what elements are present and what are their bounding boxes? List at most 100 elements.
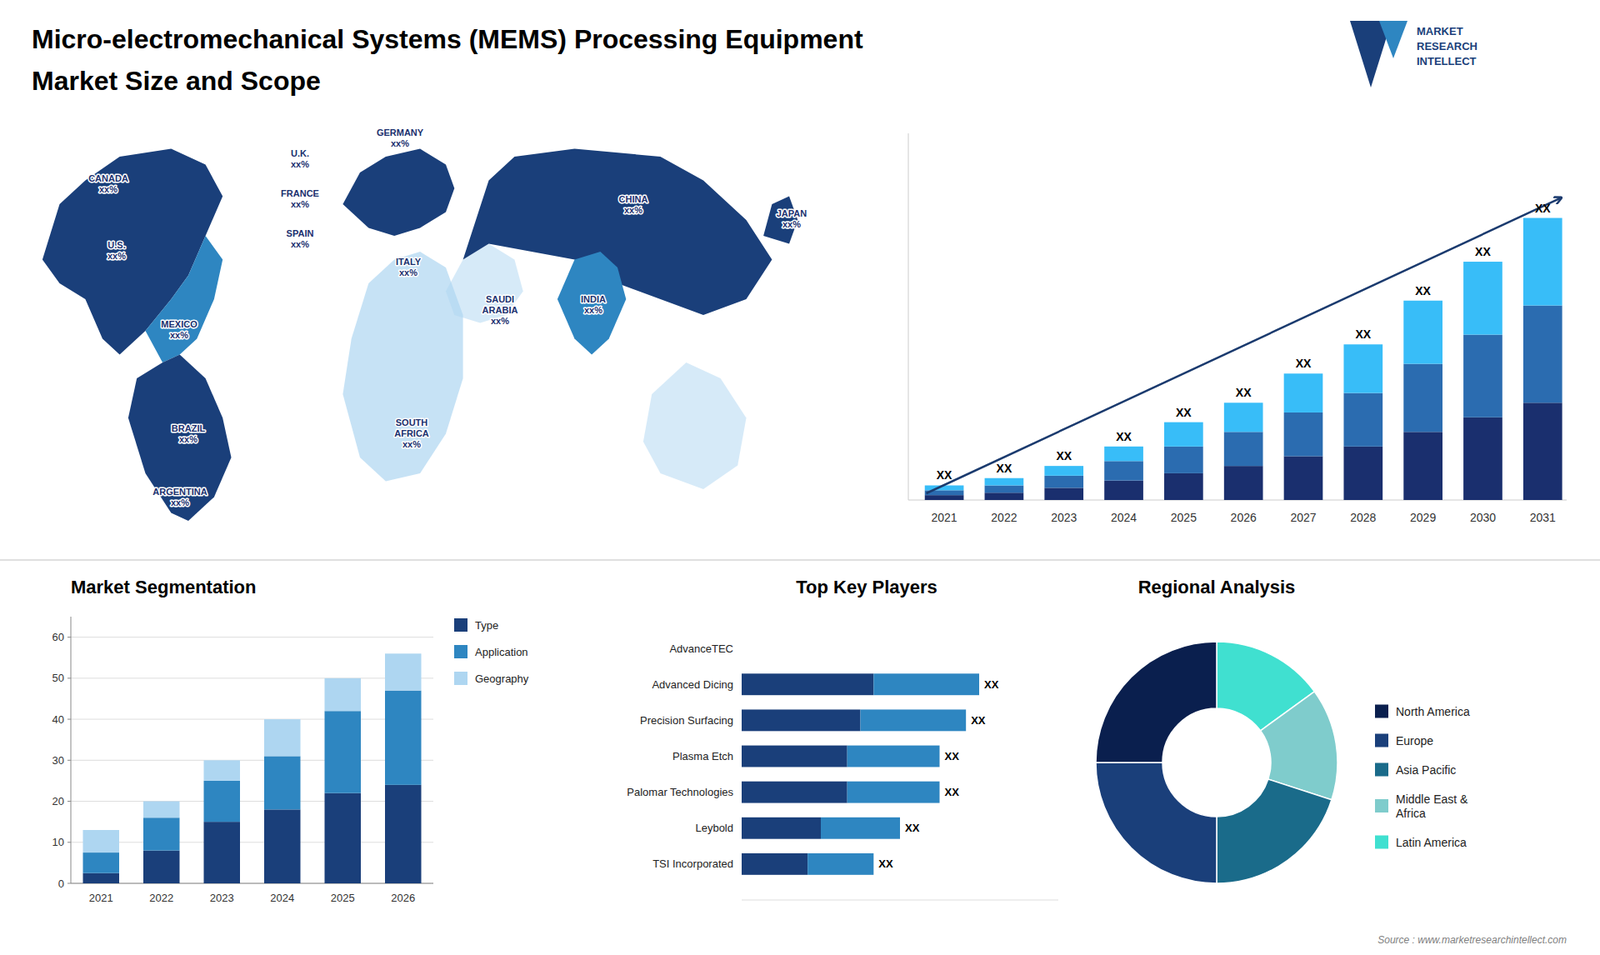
text-line: AFRICA	[394, 428, 430, 439]
bar-label: XX	[1355, 327, 1371, 341]
bar-segment	[741, 637, 743, 660]
bar-segment	[1164, 422, 1204, 447]
x-axis-line	[741, 900, 1059, 901]
tick	[67, 636, 71, 638]
text-line: xx%	[290, 199, 310, 210]
text-line: ARABIA	[482, 305, 519, 315]
legend-swatch	[1375, 835, 1389, 850]
y-tick-label: TSI Incorporated	[652, 857, 734, 870]
tick	[67, 883, 71, 885]
x-tick-label: 2021	[931, 510, 958, 525]
bar-segment	[204, 821, 241, 884]
bar-segment	[143, 801, 180, 819]
text-line: North America	[1395, 705, 1470, 719]
tick	[67, 800, 71, 802]
legend-swatch	[454, 645, 468, 659]
country-label: U.S.xx%	[107, 240, 126, 261]
bar-segment	[1104, 446, 1144, 462]
bar-segment	[83, 873, 120, 884]
bar-label: XX	[1535, 201, 1551, 215]
bar-label: XX	[936, 468, 953, 482]
bar-label: XX	[945, 750, 960, 763]
text-line: Latin America	[1395, 835, 1467, 850]
bar-segment	[1164, 473, 1204, 500]
country-label: CANADAxx%	[88, 173, 129, 195]
bar-segment	[925, 485, 965, 490]
text-line: 10	[52, 835, 65, 849]
bar-label: XX	[945, 785, 960, 799]
text-line: XX	[1415, 284, 1431, 298]
legend-swatch	[1375, 799, 1389, 813]
y-tick-label: 50	[52, 671, 65, 685]
bar-segment	[204, 760, 241, 781]
continent	[445, 244, 524, 324]
bar-segment	[1463, 417, 1503, 500]
donut-slice	[1216, 779, 1332, 884]
text-line: xx%	[107, 250, 126, 261]
bar-segment	[264, 755, 301, 810]
bar-label: XX	[1115, 430, 1132, 444]
bar-segment	[385, 653, 422, 690]
text-line: XX	[996, 461, 1013, 475]
continent	[643, 362, 747, 490]
continent	[342, 251, 463, 482]
text-line: Plasma Etch	[672, 750, 734, 763]
x-tick-label: 2030	[1470, 510, 1496, 525]
bar-segment	[1523, 402, 1563, 500]
plot-area	[83, 653, 422, 884]
bar-segment	[1224, 402, 1264, 432]
trend-arrow	[926, 198, 1561, 494]
bar-segment	[1343, 446, 1383, 500]
text-line: ARGENTINA	[152, 486, 207, 497]
chart-title: Regional Analysis	[1138, 576, 1296, 598]
text-line: ITALY	[395, 256, 422, 267]
text-line: xx%	[624, 205, 643, 215]
country-label: U.K.xx%	[290, 148, 310, 170]
text-line: XX	[878, 857, 894, 870]
bar-segment	[1403, 431, 1443, 500]
text-line: 2026	[1230, 510, 1257, 525]
text-line: TSI Incorporated	[652, 857, 734, 870]
x-tick-label: 2025	[330, 891, 355, 905]
text-line: xx%	[782, 219, 801, 230]
text-line: 2026	[390, 891, 415, 905]
text-line: U.S.	[107, 240, 125, 250]
bar-segment	[741, 853, 808, 875]
continent	[128, 355, 232, 522]
continent	[145, 235, 224, 363]
text-line: Market Segmentation	[70, 576, 257, 598]
country-label: ITALYxx%	[395, 256, 422, 278]
text-line: xx%	[402, 439, 421, 450]
legend-swatch	[454, 671, 468, 685]
bar-segment	[741, 781, 848, 804]
text-line: Market Size and Scope	[31, 65, 321, 96]
bar-label: XX	[1055, 449, 1072, 463]
text-line: 40	[52, 713, 65, 726]
y-tick-label: 60	[52, 630, 65, 644]
bar-segment	[1104, 480, 1144, 500]
text-line: 2025	[1170, 510, 1197, 525]
text-line: xx%	[290, 159, 310, 170]
text-line: xx%	[290, 239, 310, 250]
text-line: xx%	[179, 434, 198, 445]
bar-segment	[83, 852, 120, 874]
bar-segment	[143, 817, 180, 850]
y-axis-line	[70, 616, 72, 884]
text-line: 2023	[1050, 510, 1077, 525]
bar-segment	[1523, 305, 1563, 404]
bar-segment	[325, 678, 362, 711]
bar-segment	[264, 719, 301, 756]
text-line: Advanced Dicing	[651, 678, 734, 691]
grid-line	[70, 677, 434, 679]
bar-segment	[143, 850, 180, 884]
y-tick-label: 0	[58, 877, 65, 890]
text-line: xx%	[170, 497, 190, 508]
bar-segment	[1284, 373, 1324, 413]
country-label: GERMANYxx%	[376, 127, 425, 149]
x-tick-label: 2022	[149, 891, 174, 905]
x-tick-label: 2024	[270, 891, 295, 905]
x-tick-label: 2022	[990, 510, 1017, 525]
source: Source : www.marketresearchintellect.com	[1377, 934, 1567, 946]
text-line: SOUTH	[395, 417, 429, 428]
text-line: 2021	[89, 891, 114, 905]
